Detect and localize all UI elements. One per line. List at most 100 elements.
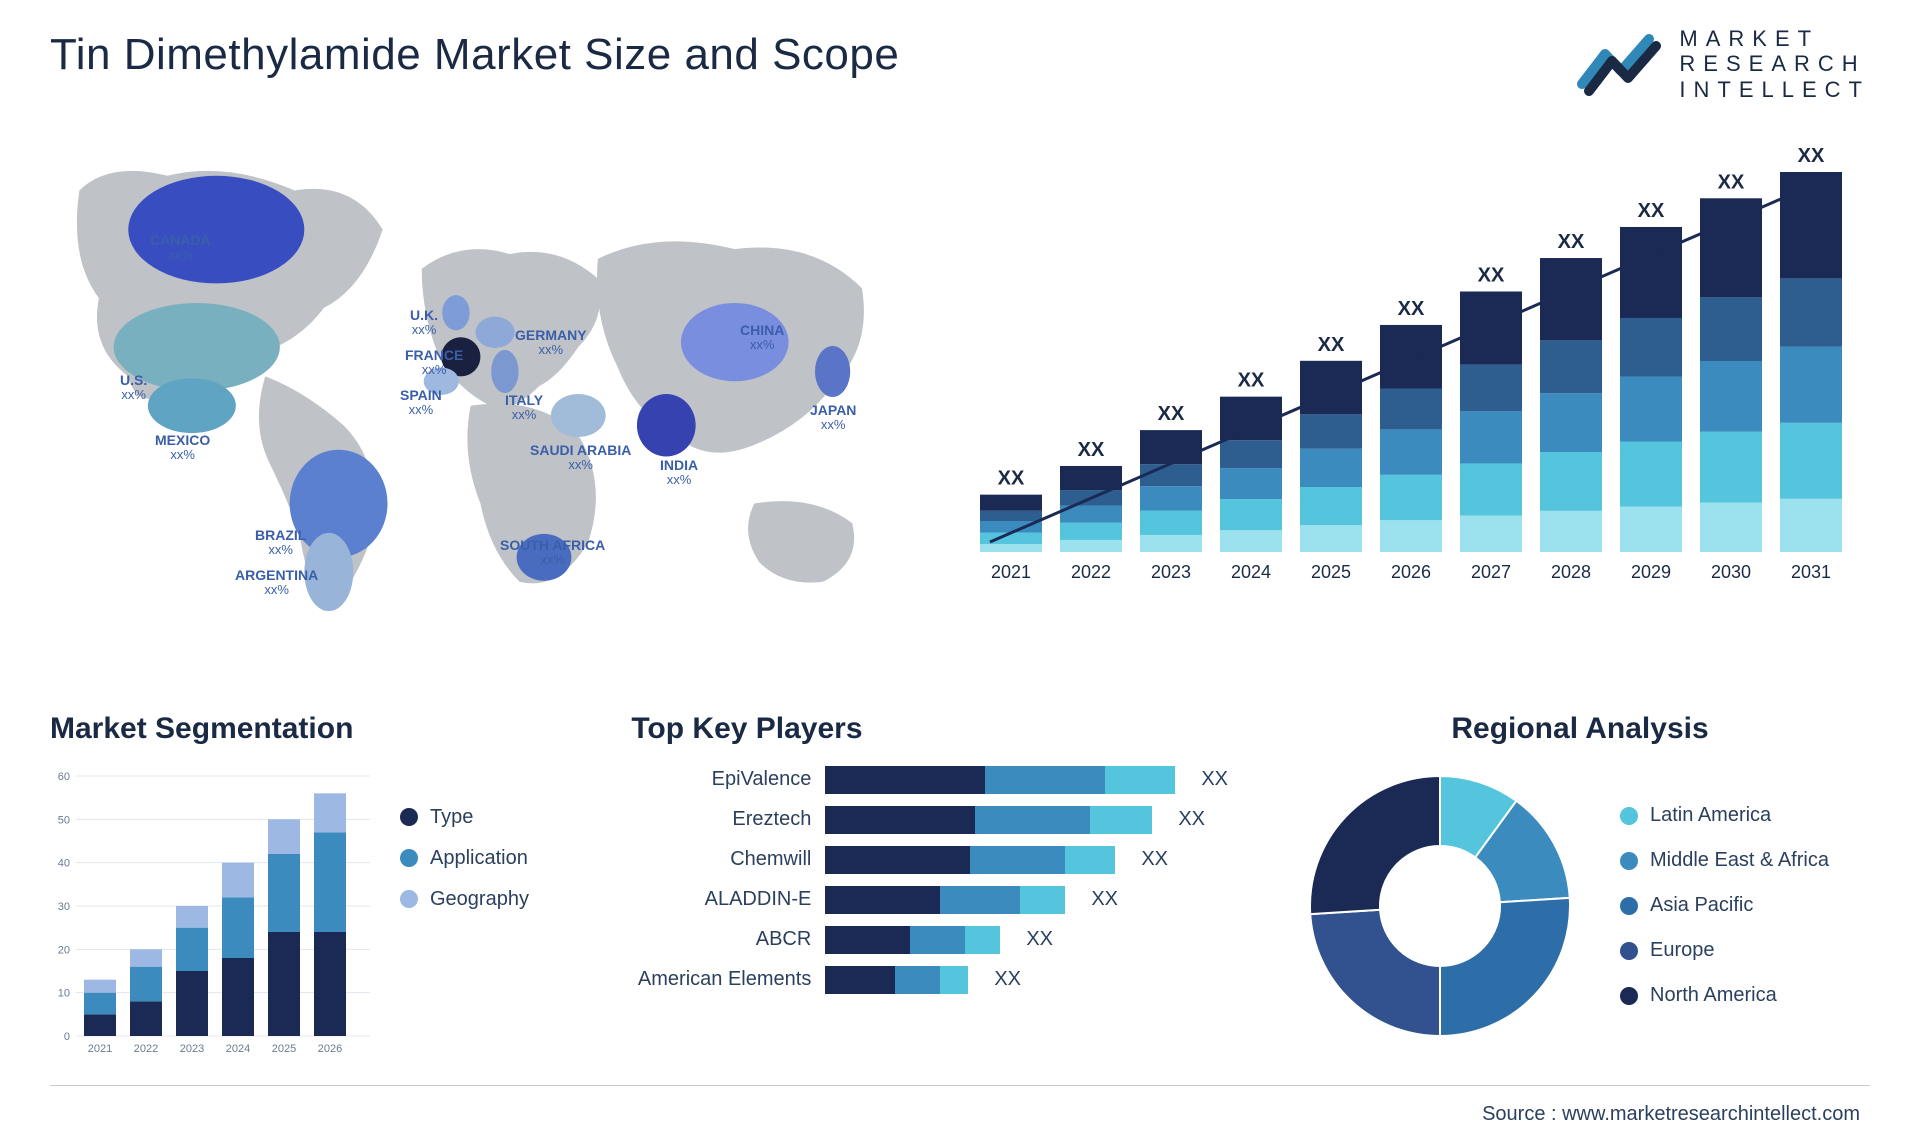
svg-text:40: 40 bbox=[58, 858, 70, 870]
map-label: CHINAxx% bbox=[740, 322, 784, 353]
player-value: XX bbox=[1178, 808, 1205, 831]
svg-text:2021: 2021 bbox=[88, 1043, 112, 1055]
svg-text:2022: 2022 bbox=[1071, 562, 1111, 582]
svg-text:2029: 2029 bbox=[1631, 562, 1671, 582]
regional-donut bbox=[1290, 766, 1590, 1046]
svg-text:2026: 2026 bbox=[1391, 562, 1431, 582]
legend-item: Europe bbox=[1620, 939, 1829, 962]
map-label: GERMANYxx% bbox=[515, 327, 587, 358]
svg-text:2025: 2025 bbox=[272, 1043, 296, 1055]
player-name: Ereztech bbox=[631, 808, 811, 831]
player-row: ABCR XX bbox=[631, 926, 1250, 954]
segmentation-legend: TypeApplicationGeography bbox=[400, 806, 529, 911]
logo-line1: MARKET bbox=[1679, 26, 1870, 51]
svg-text:60: 60 bbox=[58, 771, 70, 783]
player-bar bbox=[825, 966, 968, 994]
svg-text:2030: 2030 bbox=[1711, 562, 1751, 582]
player-value: XX bbox=[1026, 928, 1053, 951]
player-row: ALADDIN-E XX bbox=[631, 886, 1250, 914]
players-chart: EpiValenceXXEreztechXXChemwillXXALADDIN-… bbox=[631, 766, 1250, 994]
map-label: BRAZILxx% bbox=[255, 527, 306, 558]
player-value: XX bbox=[1091, 888, 1118, 911]
map-label: U.K.xx% bbox=[410, 307, 438, 338]
player-name: ABCR bbox=[631, 928, 811, 951]
footer-rule bbox=[50, 1085, 1870, 1086]
svg-text:2031: 2031 bbox=[1791, 562, 1831, 582]
growth-chart: XX 2021 XX 2022 XX 2023 XX 2024 XX 2025 XX 2026 XX 20… bbox=[970, 122, 1870, 642]
player-value: XX bbox=[994, 968, 1021, 991]
svg-text:XX: XX bbox=[1718, 171, 1745, 193]
svg-text:2024: 2024 bbox=[226, 1043, 250, 1055]
svg-text:XX: XX bbox=[1238, 370, 1265, 392]
svg-text:2022: 2022 bbox=[134, 1043, 158, 1055]
map-label: SOUTH AFRICAxx% bbox=[500, 537, 605, 568]
svg-text:XX: XX bbox=[1478, 264, 1505, 286]
player-row: American ElementsXX bbox=[631, 966, 1250, 994]
svg-text:2028: 2028 bbox=[1551, 562, 1591, 582]
player-bar bbox=[825, 846, 1115, 874]
segmentation-chart: 0 10 20 30 40 50 60 2021 2022 2023 2024 2025 2026 bbox=[50, 766, 370, 1061]
legend-item: North America bbox=[1620, 984, 1829, 1007]
legend-item: Middle East & Africa bbox=[1620, 849, 1829, 872]
svg-text:0: 0 bbox=[64, 1031, 70, 1043]
map-label: ARGENTINAxx% bbox=[235, 567, 318, 598]
svg-text:2025: 2025 bbox=[1311, 562, 1351, 582]
svg-text:2024: 2024 bbox=[1231, 562, 1271, 582]
players-title: Top Key Players bbox=[631, 712, 1250, 746]
svg-text:2021: 2021 bbox=[991, 562, 1031, 582]
player-name: ALADDIN-E bbox=[631, 888, 811, 911]
player-value: XX bbox=[1201, 768, 1228, 791]
svg-text:XX: XX bbox=[1398, 298, 1425, 320]
svg-text:XX: XX bbox=[998, 468, 1025, 490]
player-row: Chemwill XX bbox=[631, 846, 1250, 874]
segmentation-panel: Market Segmentation 0 10 20 30 40 50 60 2021 202… bbox=[50, 712, 591, 1061]
world-map: CANADAxx% U.S.xx% MEXICOxx% BRAZILxx% ARGENT… bbox=[50, 122, 950, 642]
brand-logo: MARKET RESEARCH INTELLECT bbox=[1577, 26, 1870, 102]
player-row: Ereztech XX bbox=[631, 806, 1250, 834]
svg-text:XX: XX bbox=[1318, 334, 1345, 356]
legend-item: Type bbox=[400, 806, 529, 829]
svg-text:XX: XX bbox=[1078, 439, 1105, 461]
legend-item: Asia Pacific bbox=[1620, 894, 1829, 917]
map-label: ITALYxx% bbox=[505, 392, 543, 423]
page-title: Tin Dimethylamide Market Size and Scope bbox=[50, 30, 899, 80]
growth-chart-svg: XX 2021 XX 2022 XX 2023 XX 2024 XX 2025 XX 2026 XX 20… bbox=[970, 122, 1870, 642]
legend-item: Application bbox=[400, 847, 529, 870]
player-value: XX bbox=[1141, 848, 1168, 871]
map-label: SPAINxx% bbox=[400, 387, 442, 418]
svg-text:XX: XX bbox=[1558, 231, 1585, 253]
map-label: CANADAxx% bbox=[150, 232, 211, 263]
players-panel: Top Key Players EpiValenceXXEreztechXXCh… bbox=[631, 712, 1250, 1006]
map-label: INDIAxx% bbox=[660, 457, 698, 488]
svg-text:20: 20 bbox=[58, 944, 70, 956]
svg-text:2027: 2027 bbox=[1471, 562, 1511, 582]
svg-text:10: 10 bbox=[58, 988, 70, 1000]
svg-text:30: 30 bbox=[58, 901, 70, 913]
player-row: EpiValence XX bbox=[631, 766, 1250, 794]
legend-item: Latin America bbox=[1620, 804, 1829, 827]
player-bar bbox=[825, 886, 1065, 914]
player-name: Chemwill bbox=[631, 848, 811, 871]
svg-text:50: 50 bbox=[58, 814, 70, 826]
map-label: MEXICOxx% bbox=[155, 432, 210, 463]
player-bar bbox=[825, 766, 1175, 794]
logo-line3: INTELLECT bbox=[1679, 77, 1870, 102]
map-label: FRANCExx% bbox=[405, 347, 463, 378]
segmentation-title: Market Segmentation bbox=[50, 712, 591, 746]
svg-text:XX: XX bbox=[1798, 145, 1825, 167]
logo-line2: RESEARCH bbox=[1679, 51, 1870, 76]
player-name: EpiValence bbox=[631, 768, 811, 791]
svg-text:XX: XX bbox=[1158, 403, 1185, 425]
map-label: SAUDI ARABIAxx% bbox=[530, 442, 631, 473]
svg-text:2026: 2026 bbox=[318, 1043, 342, 1055]
player-bar bbox=[825, 926, 1000, 954]
source-text: Source : www.marketresearchintellect.com bbox=[1482, 1103, 1860, 1126]
map-label: JAPANxx% bbox=[810, 402, 856, 433]
regional-panel: Regional Analysis Latin America Middle Ea… bbox=[1290, 712, 1870, 1046]
svg-text:XX: XX bbox=[1638, 200, 1665, 222]
svg-text:2023: 2023 bbox=[180, 1043, 204, 1055]
map-label: U.S.xx% bbox=[120, 372, 147, 403]
svg-text:2023: 2023 bbox=[1151, 562, 1191, 582]
regional-legend: Latin America Middle East & Africa Asia Pa… bbox=[1620, 804, 1829, 1007]
regional-title: Regional Analysis bbox=[1290, 712, 1870, 746]
